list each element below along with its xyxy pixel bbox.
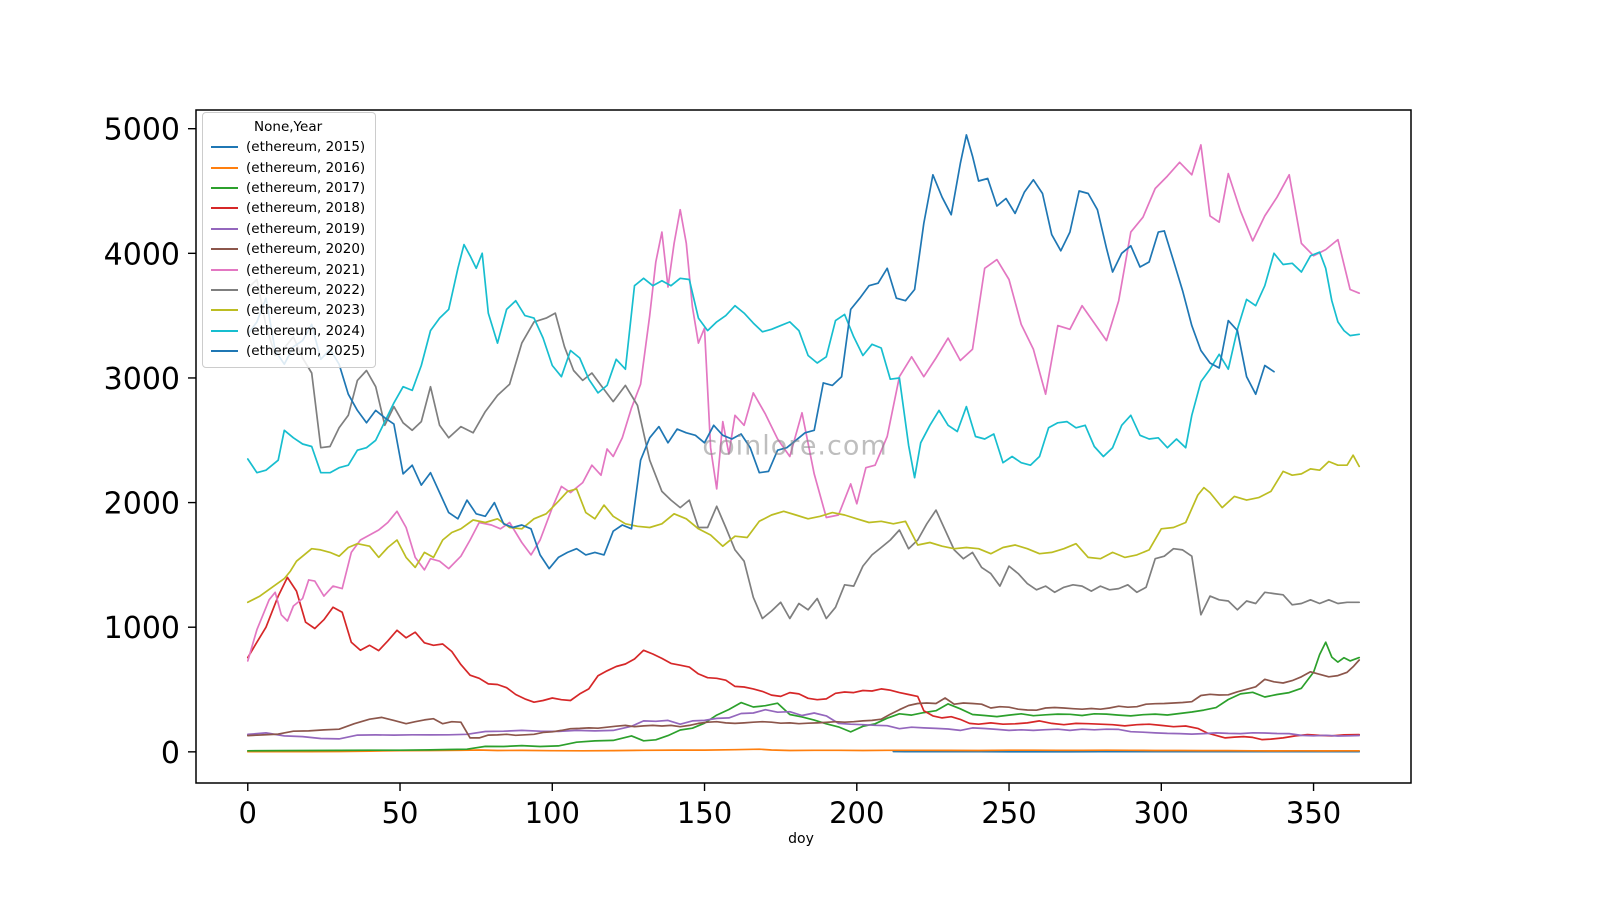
series-line-2016 [246, 748, 1361, 753]
legend: None,Year (ethereum, 2015) (ethereum, 201… [202, 112, 377, 369]
series-line-2020 [246, 659, 1361, 739]
x-tick-label: 50 [382, 796, 419, 830]
x-tick-label: 300 [1134, 796, 1189, 830]
legend-label: (ethereum, 2021) [246, 261, 366, 278]
legend-label: (ethereum, 2023) [246, 302, 366, 319]
legend-swatch [211, 329, 238, 332]
legend-item: (ethereum, 2017) [211, 178, 365, 198]
y-tick-label: 0 [161, 736, 180, 771]
legend-item: (ethereum, 2020) [211, 239, 365, 259]
series-line-2024 [246, 243, 1361, 479]
y-tick-label: 5000 [104, 113, 180, 148]
legend-item: (ethereum, 2019) [211, 219, 365, 239]
legend-swatch [211, 350, 238, 353]
series-line-2025 [246, 134, 1275, 570]
legend-label: (ethereum, 2024) [246, 322, 366, 339]
series-line-2017 [246, 641, 1361, 752]
legend-label: (ethereum, 2015) [246, 139, 366, 156]
legend-swatch [211, 268, 238, 271]
legend-label: (ethereum, 2022) [246, 281, 366, 298]
legend-item: (ethereum, 2015) [211, 137, 365, 157]
legend-swatch [211, 248, 238, 251]
x-tick-label: 0 [239, 796, 257, 830]
y-tick-label: 2000 [104, 487, 180, 522]
legend-item: (ethereum, 2023) [211, 300, 365, 320]
series-line-2018 [246, 576, 1361, 741]
legend-swatch [211, 288, 238, 291]
x-tick-label: 100 [525, 796, 580, 830]
series-line-2021 [246, 144, 1361, 662]
series-line-2023 [246, 454, 1361, 604]
legend-item: (ethereum, 2021) [211, 259, 365, 279]
y-tick-label: 1000 [104, 611, 180, 646]
watermark: coinlore.com [702, 430, 888, 462]
series-line-2019 [246, 708, 1361, 740]
legend-title: None,Year [254, 119, 323, 135]
legend-items: (ethereum, 2015) (ethereum, 2016) (ethereu… [211, 137, 365, 361]
legend-swatch [211, 166, 238, 169]
legend-label: (ethereum, 2018) [246, 200, 366, 217]
legend-swatch [211, 146, 238, 149]
series-line-2022 [246, 278, 1361, 620]
legend-label: (ethereum, 2017) [246, 179, 366, 196]
legend-item: (ethereum, 2022) [211, 280, 365, 300]
x-tick-label: 200 [829, 796, 884, 830]
x-tick-label: 150 [677, 796, 732, 830]
y-tick-label: 3000 [104, 362, 180, 397]
x-tick-label: 250 [981, 796, 1036, 830]
legend-label: (ethereum, 2020) [246, 241, 366, 258]
legend-item: (ethereum, 2018) [211, 198, 365, 218]
x-tick-label: 350 [1286, 796, 1341, 830]
legend-label: (ethereum, 2019) [246, 220, 366, 237]
legend-item: (ethereum, 2025) [211, 341, 365, 361]
legend-swatch [211, 186, 238, 189]
legend-swatch [211, 309, 238, 312]
y-tick-label: 4000 [104, 237, 180, 272]
legend-swatch [211, 227, 238, 230]
plot-frame [195, 109, 1412, 784]
x-axis-label: doy [788, 831, 814, 847]
legend-item: (ethereum, 2024) [211, 321, 365, 341]
legend-label: (ethereum, 2016) [246, 159, 366, 176]
legend-swatch [211, 207, 238, 210]
legend-label: (ethereum, 2025) [246, 343, 366, 360]
legend-item: (ethereum, 2016) [211, 157, 365, 177]
